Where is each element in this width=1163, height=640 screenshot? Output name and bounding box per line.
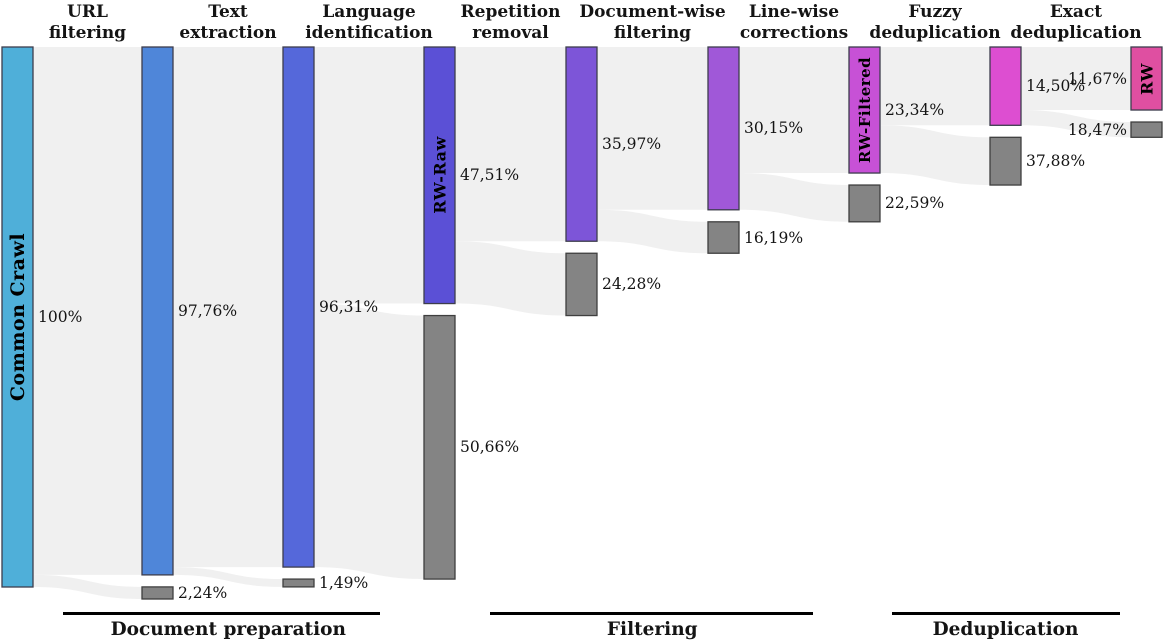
- kept-pct-label-url-filtering: 97,76%: [178, 301, 238, 320]
- flow-removed-document-wise-filtering: [597, 209, 708, 254]
- stage-header-line1: Text: [208, 2, 248, 22]
- removed-bar-repetition-removal: [565, 252, 598, 317]
- node-bar-rw: [1130, 46, 1163, 111]
- node-bar-stage-1: [141, 46, 174, 576]
- node-bar-rw-raw: [423, 46, 456, 305]
- stage-header-line1: Repetition: [460, 2, 561, 22]
- bracket-label-document-preparation: Document preparation: [110, 619, 346, 640]
- stage-header-line2: removal: [472, 23, 549, 43]
- removed-bar-fuzzy-deduplication: [989, 136, 1022, 186]
- flow-kept-url-filtering: [33, 47, 142, 575]
- node-bar-stage-2: [282, 46, 315, 568]
- flow-kept-text-extraction: [173, 47, 283, 568]
- stage-header-text-extraction: Text extraction: [179, 2, 276, 44]
- node-bar-stage-7: [989, 46, 1022, 126]
- node-label-rw-filtered: RW-Filtered: [855, 56, 874, 164]
- removed-pct-label-fuzzy-deduplication: 37,88%: [1026, 152, 1086, 171]
- removed-pct-label-document-wise-filtering: 16,19%: [744, 228, 804, 247]
- kept-pct-label-repetition-removal: 35,97%: [602, 135, 662, 154]
- removed-bar-url-filtering: [141, 586, 174, 600]
- flow-kept-language-identification: [314, 47, 424, 304]
- stage-header-line2: deduplication: [869, 23, 1001, 43]
- node-label-common-crawl: Common Crawl: [6, 232, 29, 402]
- removed-bar-line-wise-corrections: [848, 184, 881, 223]
- stage-header-line1: Exact: [1049, 2, 1103, 22]
- removed-pct-label-text-extraction: 1,49%: [319, 573, 369, 592]
- bracket-line-deduplication: [892, 612, 1120, 615]
- node-label-rw-raw: RW-Raw: [430, 136, 449, 215]
- node-bar-stage-5: [707, 46, 740, 211]
- removed-bar-language-identification: [423, 314, 456, 580]
- removed-pct-label-repetition-removal: 24,28%: [602, 275, 662, 294]
- removed-bar-exact-deduplication: [1130, 121, 1163, 138]
- flow-removed-text-extraction: [173, 567, 283, 587]
- bracket-line-document-preparation: [63, 612, 380, 615]
- flow-kept-fuzzy-deduplication: [880, 47, 990, 126]
- stage-header-line-wise-corrections: Line-wise corrections: [740, 2, 848, 44]
- flow-removed-exact-deduplication: [1021, 110, 1131, 138]
- removed-bar-document-wise-filtering: [707, 221, 740, 254]
- kept-pct-label-document-wise-filtering: 30,15%: [744, 119, 804, 138]
- flow-removed-fuzzy-deduplication: [880, 125, 990, 186]
- stage-header-language-identification: Language identification: [305, 2, 433, 44]
- kept-pct-label-exact-deduplication: 11,67%: [1067, 69, 1127, 88]
- node-bar-stage-4: [565, 46, 598, 242]
- bracket-line-filtering: [490, 612, 813, 615]
- node-bar-rw-filtered: [848, 46, 881, 174]
- stage-header-fuzzy-deduplication: Fuzzy deduplication: [869, 2, 1000, 44]
- stage-header-line1: Line-wise: [748, 2, 840, 22]
- flow-removed-repetition-removal: [455, 241, 566, 316]
- node-bar-common-crawl: [1, 46, 34, 588]
- kept-pct-label-text-extraction: 96,31%: [319, 298, 379, 317]
- stage-header-line1: Fuzzy: [908, 2, 962, 22]
- removed-pct-label-line-wise-corrections: 22,59%: [885, 194, 945, 213]
- stage-header-line2: identification: [305, 23, 433, 43]
- removed-pct-label-exact-deduplication: 18,47%: [1067, 120, 1127, 139]
- stage-header-line2: deduplication: [1010, 23, 1142, 43]
- stage-header-line2: corrections: [739, 23, 849, 43]
- stage-header-line1: Language: [322, 2, 416, 22]
- removed-bar-text-extraction: [282, 578, 315, 588]
- stage-header-line1: URL: [67, 2, 108, 22]
- removed-pct-label-url-filtering: 2,24%: [178, 583, 228, 602]
- kept-pct-label-language-identification: 47,51%: [460, 166, 520, 185]
- kept-pct-label-common-crawl: 100%: [38, 308, 83, 326]
- stage-header-document-wise-filtering: Document-wise filtering: [579, 2, 725, 44]
- flow-kept-line-wise-corrections: [739, 47, 849, 174]
- stage-header-line2: filtering: [48, 23, 127, 43]
- flow-removed-language-identification: [314, 303, 424, 580]
- flow-removed-line-wise-corrections: [739, 173, 849, 222]
- flow-kept-exact-deduplication: [1021, 47, 1131, 111]
- kept-pct-label-line-wise-corrections: 23,34%: [885, 101, 945, 120]
- stage-header-line1: Document-wise: [579, 2, 726, 22]
- stage-header-line2: extraction: [179, 23, 277, 43]
- flow-kept-document-wise-filtering: [597, 47, 708, 210]
- stage-header-url-filtering: URL filtering: [49, 2, 126, 44]
- removed-pct-label-language-identification: 50,66%: [460, 438, 520, 457]
- stage-header-exact-deduplication: Exact deduplication: [1010, 2, 1141, 44]
- flow-removed-url-filtering: [33, 574, 142, 599]
- kept-pct-label-fuzzy-deduplication: 14,50%: [1026, 77, 1086, 96]
- bracket-label-deduplication: Deduplication: [932, 619, 1079, 640]
- bracket-label-filtering: Filtering: [606, 619, 698, 640]
- stage-header-line2: filtering: [613, 23, 692, 43]
- stage-header-repetition-removal: Repetition removal: [461, 2, 561, 44]
- flow-kept-repetition-removal: [455, 47, 566, 242]
- node-label-rw: RW: [1137, 62, 1156, 95]
